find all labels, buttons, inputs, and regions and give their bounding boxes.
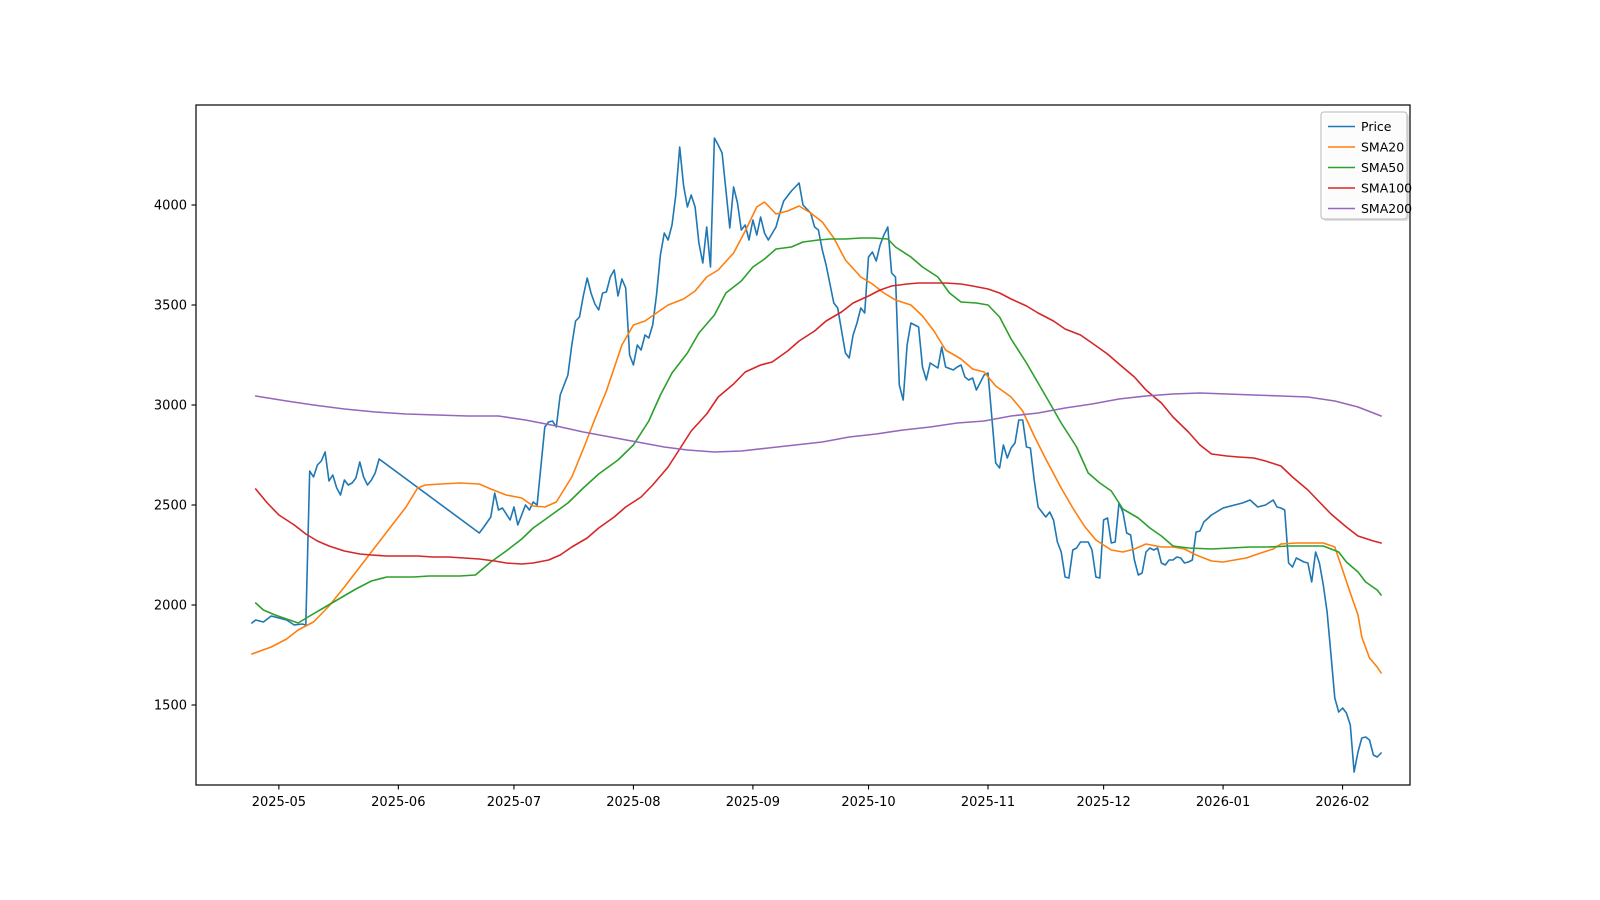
x-tick-label: 2025-09 <box>726 795 780 810</box>
plot-area-border <box>195 104 1411 786</box>
series-lines <box>251 137 1382 773</box>
legend: Price SMA20 SMA50 SMA100 SMA200 <box>1320 111 1412 221</box>
x-tick-label: 2025-11 <box>961 795 1015 810</box>
y-tick-label: 3500 <box>154 299 187 314</box>
x-tick-label: 2025-06 <box>371 795 425 810</box>
axes-ticks: 1500 2000 2500 3000 3500 4000 2025-05 2025-06 20… <box>154 199 1370 811</box>
series-line-price <box>251 137 1382 773</box>
legend-box <box>1320 111 1408 220</box>
legend-entry-label: SMA20 <box>1361 140 1404 155</box>
y-tick-label: 2000 <box>154 599 187 614</box>
legend-entry-label: SMA100 <box>1361 181 1412 196</box>
x-tick-label: 2025-10 <box>841 795 895 810</box>
y-tick-label: 2500 <box>154 499 187 514</box>
x-tick-label: 2025-07 <box>487 795 541 810</box>
series-line-sma20 <box>251 201 1382 674</box>
series-line-sma200 <box>254 392 1382 453</box>
legend-entry-label: Price <box>1361 119 1392 134</box>
series-line-sma50 <box>254 237 1382 624</box>
series-line-sma100 <box>254 282 1382 565</box>
x-tick-label: 2025-08 <box>606 795 660 810</box>
x-tick-label: 2026-01 <box>1196 795 1250 810</box>
y-tick-label: 1500 <box>154 699 187 714</box>
legend-entry-label: SMA50 <box>1361 160 1404 175</box>
x-tick-label: 2025-12 <box>1076 795 1130 810</box>
legend-entry-label: SMA200 <box>1361 201 1412 216</box>
x-tick-label: 2026-02 <box>1315 795 1369 810</box>
y-tick-label: 3000 <box>154 399 187 414</box>
y-tick-label: 4000 <box>154 199 187 214</box>
x-tick-label: 2025-05 <box>252 795 306 810</box>
